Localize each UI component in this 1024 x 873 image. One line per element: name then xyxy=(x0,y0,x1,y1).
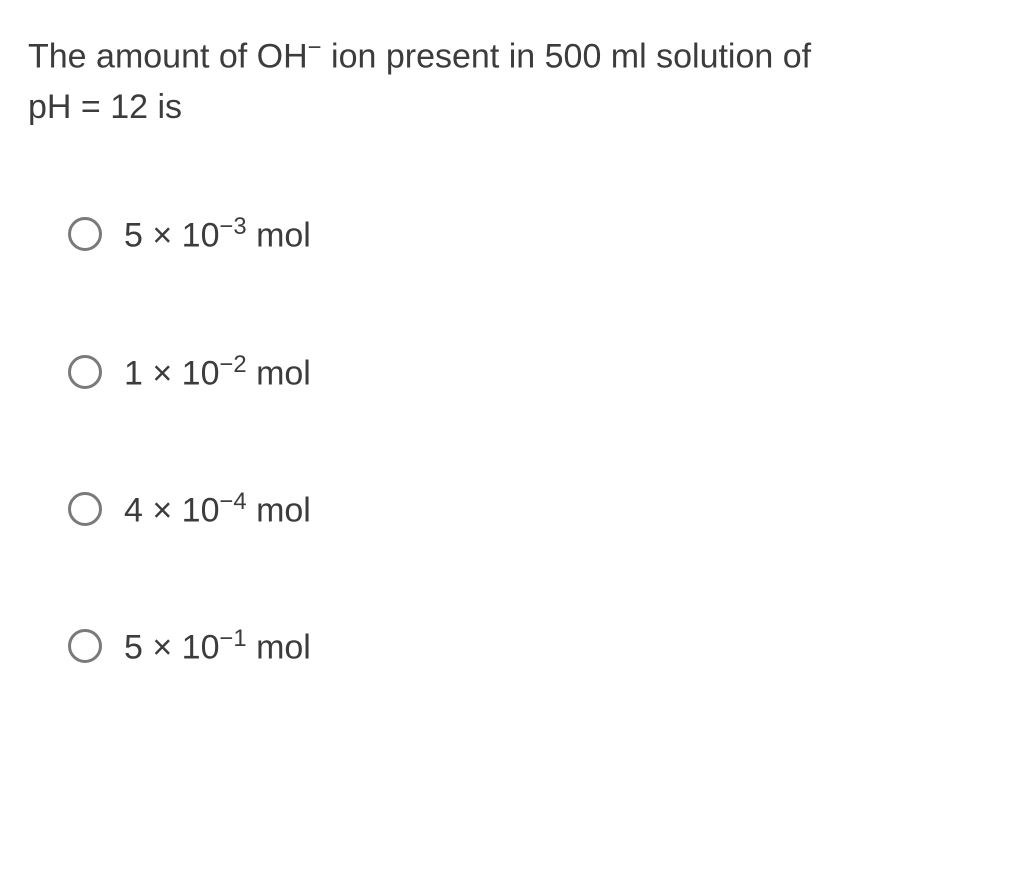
option-c-unit: mol xyxy=(247,491,311,529)
question-page: The amount of OH− ion present in 500 ml … xyxy=(0,0,1024,698)
option-b-label: 1 × 10−2 mol xyxy=(124,351,311,393)
question-text: The amount of OH− ion present in 500 ml … xyxy=(28,30,996,133)
option-a-exp: −3 xyxy=(219,213,246,240)
option-d-coef: 5 × 10 xyxy=(124,629,219,667)
radio-icon xyxy=(68,355,102,389)
options-list: 5 × 10−3 mol 1 × 10−2 mol 4 × 10−4 mol 5… xyxy=(28,213,996,667)
question-line2: pH = 12 is xyxy=(28,88,182,126)
option-c-coef: 4 × 10 xyxy=(124,491,219,529)
option-d-exp: −1 xyxy=(219,625,246,652)
option-b-coef: 1 × 10 xyxy=(124,354,219,392)
question-superscript: − xyxy=(308,34,322,61)
option-b-unit: mol xyxy=(247,354,311,392)
radio-icon xyxy=(68,217,102,251)
option-a-coef: 5 × 10 xyxy=(124,217,219,255)
option-d-label: 5 × 10−1 mol xyxy=(124,625,311,667)
option-b-exp: −2 xyxy=(219,351,246,378)
option-c[interactable]: 4 × 10−4 mol xyxy=(68,488,996,530)
radio-icon xyxy=(68,492,102,526)
question-line1-prefix: The amount of OH xyxy=(28,37,308,75)
option-d-unit: mol xyxy=(247,629,311,667)
option-d[interactable]: 5 × 10−1 mol xyxy=(68,625,996,667)
question-line1-suffix: ion present in 500 ml solution of xyxy=(322,37,812,75)
option-c-exp: −4 xyxy=(219,488,246,515)
option-a-label: 5 × 10−3 mol xyxy=(124,213,311,255)
option-a-unit: mol xyxy=(247,217,311,255)
option-c-label: 4 × 10−4 mol xyxy=(124,488,311,530)
option-b[interactable]: 1 × 10−2 mol xyxy=(68,351,996,393)
option-a[interactable]: 5 × 10−3 mol xyxy=(68,213,996,255)
radio-icon xyxy=(68,629,102,663)
